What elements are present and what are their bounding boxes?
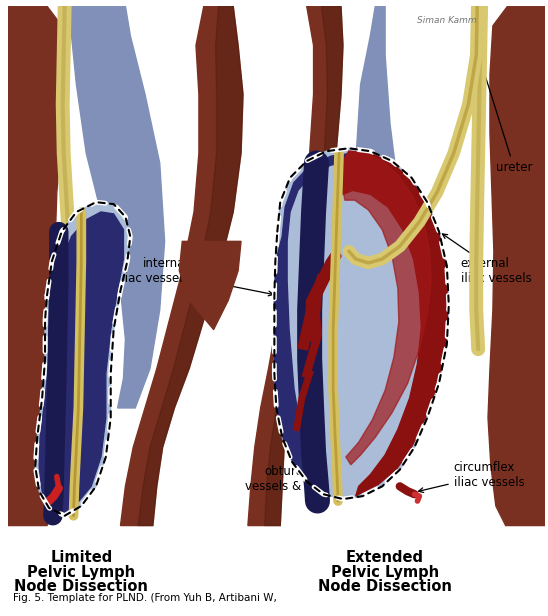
Polygon shape — [35, 202, 130, 516]
Polygon shape — [265, 6, 343, 525]
Text: Limited: Limited — [50, 550, 112, 565]
Text: obturator
vessels & nerve: obturator vessels & nerve — [245, 440, 339, 493]
Text: Fig. 5. Template for PLND. (From Yuh B, Artibani W,: Fig. 5. Template for PLND. (From Yuh B, … — [13, 593, 277, 603]
Polygon shape — [356, 6, 419, 428]
Text: Node Dissection: Node Dissection — [14, 580, 149, 594]
Text: Siman Kamm: Siman Kamm — [416, 16, 476, 25]
Polygon shape — [248, 6, 343, 525]
Polygon shape — [8, 6, 65, 525]
Polygon shape — [488, 6, 545, 525]
Polygon shape — [179, 241, 241, 330]
Polygon shape — [339, 151, 448, 496]
Text: external
iliac vessels: external iliac vessels — [442, 234, 532, 285]
Polygon shape — [39, 212, 123, 514]
Polygon shape — [341, 151, 431, 465]
Polygon shape — [72, 6, 164, 408]
Text: circumflex
iliac vessels: circumflex iliac vessels — [419, 461, 524, 492]
Text: Pelvic Lymph: Pelvic Lymph — [331, 565, 439, 580]
Polygon shape — [275, 148, 449, 499]
Text: Node Dissection: Node Dissection — [318, 580, 452, 594]
Text: ureter: ureter — [478, 54, 532, 174]
Polygon shape — [121, 6, 243, 525]
Text: internal
iliac vessels: internal iliac vessels — [118, 257, 273, 296]
Polygon shape — [138, 6, 243, 525]
Polygon shape — [306, 246, 341, 349]
Polygon shape — [275, 153, 390, 491]
Text: Extended: Extended — [346, 550, 424, 565]
Text: Pelvic Lymph: Pelvic Lymph — [27, 565, 135, 580]
